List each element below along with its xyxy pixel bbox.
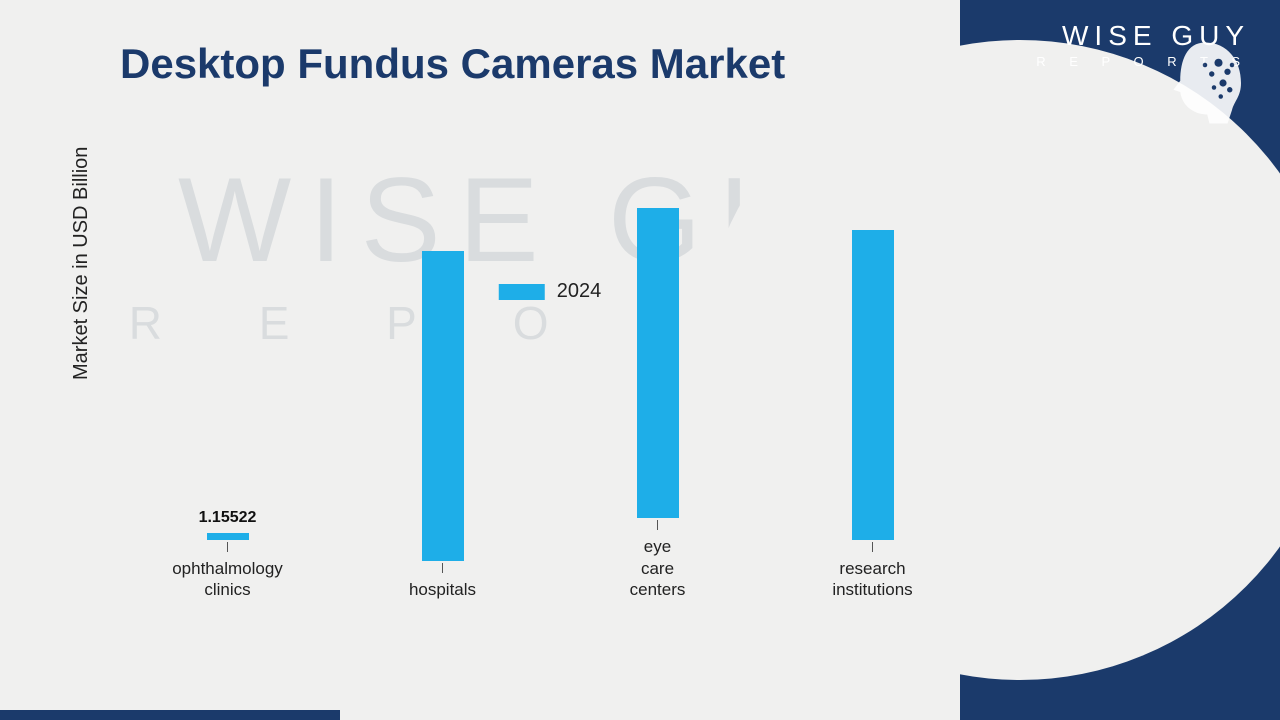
x-tick — [227, 542, 228, 552]
brand-logo-head-icon — [1160, 38, 1250, 128]
bar-value-label: 1.15522 — [199, 509, 257, 527]
chart-canvas: WISE GUY R E P O R T S WISE GUY R E P O … — [0, 0, 1280, 720]
bar — [637, 208, 679, 518]
bars-container: 1.15522 ophthalmologyclinics hospitals eyec… — [120, 130, 980, 600]
x-tick — [657, 520, 658, 530]
category-label: researchinstitutions — [832, 558, 912, 601]
x-tick — [872, 542, 873, 552]
chart-title: Desktop Fundus Cameras Market — [120, 40, 785, 88]
bottom-accent-strip — [0, 710, 340, 720]
bar-group: eyecarecenters — [578, 208, 738, 600]
bar — [422, 251, 464, 561]
category-label: eyecarecenters — [630, 536, 686, 600]
category-label: hospitals — [409, 579, 476, 600]
bar — [207, 533, 249, 539]
x-tick — [442, 563, 443, 573]
bar-group: hospitals — [363, 251, 523, 600]
bar-group: researchinstitutions — [793, 230, 953, 601]
bar — [852, 230, 894, 540]
brand-logo: WISE GUY R E P O R T S — [1036, 20, 1250, 69]
bar-group: 1.15522 ophthalmologyclinics — [148, 509, 308, 600]
category-label: ophthalmologyclinics — [172, 558, 283, 601]
y-axis-label: Market Size in USD Billion — [70, 147, 93, 380]
plot-area: 2024 1.15522ophthalmologyclinicshospital… — [120, 130, 980, 600]
